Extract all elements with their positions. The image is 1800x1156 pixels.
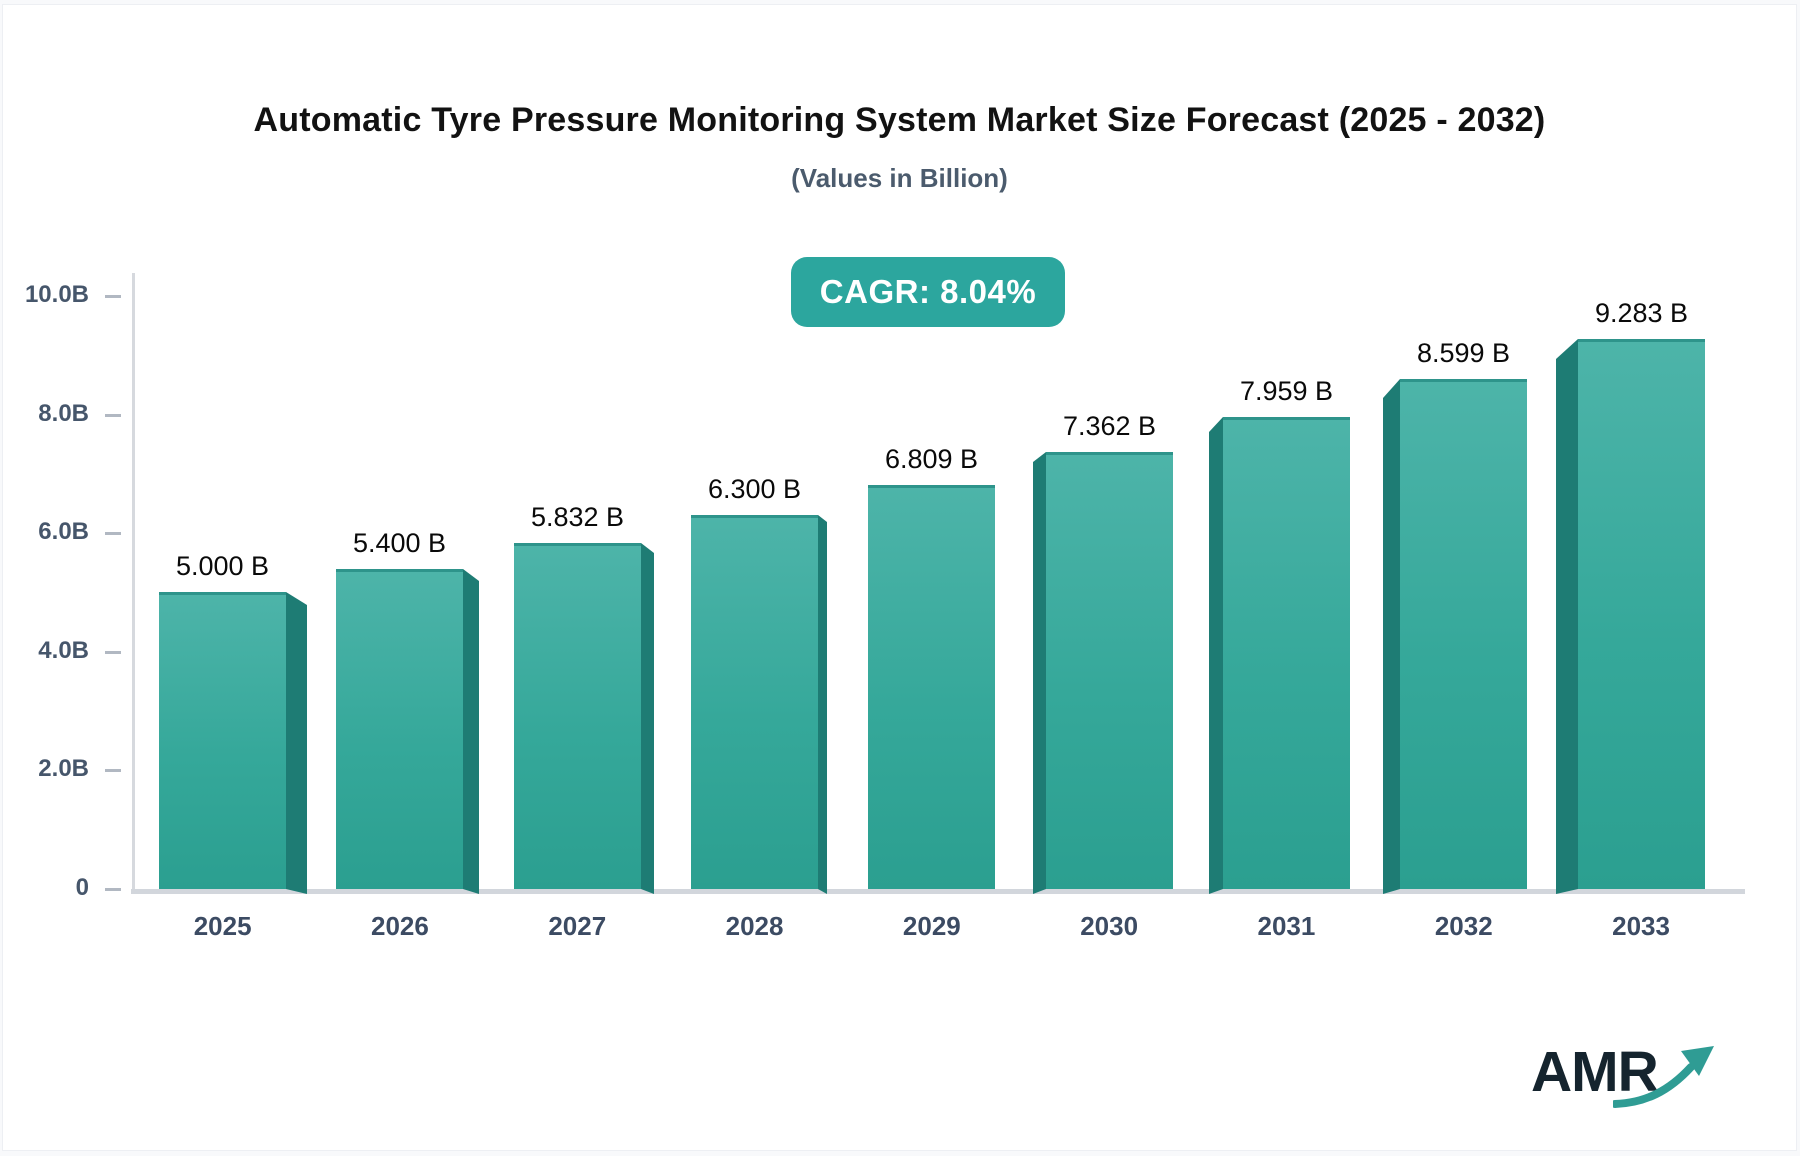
y-axis-label: 2.0B bbox=[38, 755, 89, 783]
bar-value-label: 9.283 B bbox=[1594, 298, 1689, 328]
bar-2029 bbox=[868, 485, 995, 889]
y-axis-label: 6.0B bbox=[38, 518, 89, 546]
bar-side-2033 bbox=[1556, 339, 1578, 894]
x-axis-label: 2033 bbox=[1612, 911, 1670, 941]
x-axis-label: 2032 bbox=[1434, 911, 1493, 941]
x-axis-label: 2027 bbox=[548, 911, 607, 941]
x-axis-label: 2029 bbox=[902, 911, 961, 941]
bar-2028 bbox=[691, 515, 818, 889]
y-axis-tick bbox=[105, 650, 121, 654]
y-axis-tick bbox=[105, 888, 121, 891]
y-axis-line bbox=[132, 273, 135, 891]
bar-side-2031 bbox=[1209, 417, 1223, 894]
bar-2032 bbox=[1400, 379, 1527, 889]
bar-value-label: 7.959 B bbox=[1239, 376, 1334, 406]
bar-2031 bbox=[1223, 417, 1350, 889]
x-axis-line bbox=[131, 889, 1745, 894]
x-axis-label: 2031 bbox=[1257, 911, 1316, 941]
bar-side-2032 bbox=[1383, 379, 1400, 894]
bar-side-2025 bbox=[286, 592, 307, 894]
bar-side-2030 bbox=[1033, 452, 1046, 894]
y-axis-tick bbox=[105, 295, 121, 298]
bar-value-label: 6.809 B bbox=[884, 444, 979, 474]
bar-2025 bbox=[159, 592, 286, 889]
bar-2033 bbox=[1578, 339, 1705, 889]
y-axis-tick bbox=[105, 413, 121, 417]
bar-value-label: 8.599 B bbox=[1416, 338, 1511, 368]
bar-value-label: 5.832 B bbox=[530, 502, 625, 532]
amr-logo-text: AMR bbox=[1531, 1040, 1659, 1104]
growth-arrow-icon bbox=[1613, 1046, 1714, 1108]
y-axis-label: 0 bbox=[75, 874, 89, 901]
x-axis-label: 2025 bbox=[193, 911, 252, 941]
chart-card: Automatic Tyre Pressure Monitoring Syste… bbox=[2, 4, 1797, 1151]
y-axis-tick bbox=[105, 532, 121, 536]
x-axis-label: 2030 bbox=[1080, 911, 1139, 941]
bar-value-label: 5.400 B bbox=[352, 528, 447, 558]
cagr-badge-label: CAGR: 8.04% bbox=[819, 273, 1037, 310]
cagr-badge: CAGR: 8.04% bbox=[791, 257, 1065, 327]
bar-value-label: 7.362 B bbox=[1062, 411, 1157, 441]
y-axis-label: 4.0B bbox=[38, 636, 89, 664]
bar-2027 bbox=[514, 543, 641, 889]
bar-side-2028 bbox=[818, 515, 827, 894]
page-title: Automatic Tyre Pressure Monitoring Syste… bbox=[253, 101, 1546, 139]
bar-side-2026 bbox=[463, 569, 479, 894]
page-subtitle: (Values in Billion) bbox=[791, 163, 1008, 193]
x-axis-label: 2028 bbox=[725, 911, 784, 941]
bar-side-2027 bbox=[641, 543, 654, 894]
bar-2030 bbox=[1046, 452, 1173, 889]
y-axis-tick bbox=[105, 769, 121, 773]
y-axis-label: 10.0B bbox=[24, 281, 89, 308]
bar-2026 bbox=[336, 569, 463, 889]
bar-value-label: 5.000 B bbox=[175, 551, 270, 581]
y-axis-label: 8.0B bbox=[38, 399, 89, 427]
bar-value-label: 6.300 B bbox=[707, 474, 802, 504]
x-axis-label: 2026 bbox=[371, 911, 429, 941]
amr-logo: AMR bbox=[1531, 1039, 1721, 1109]
